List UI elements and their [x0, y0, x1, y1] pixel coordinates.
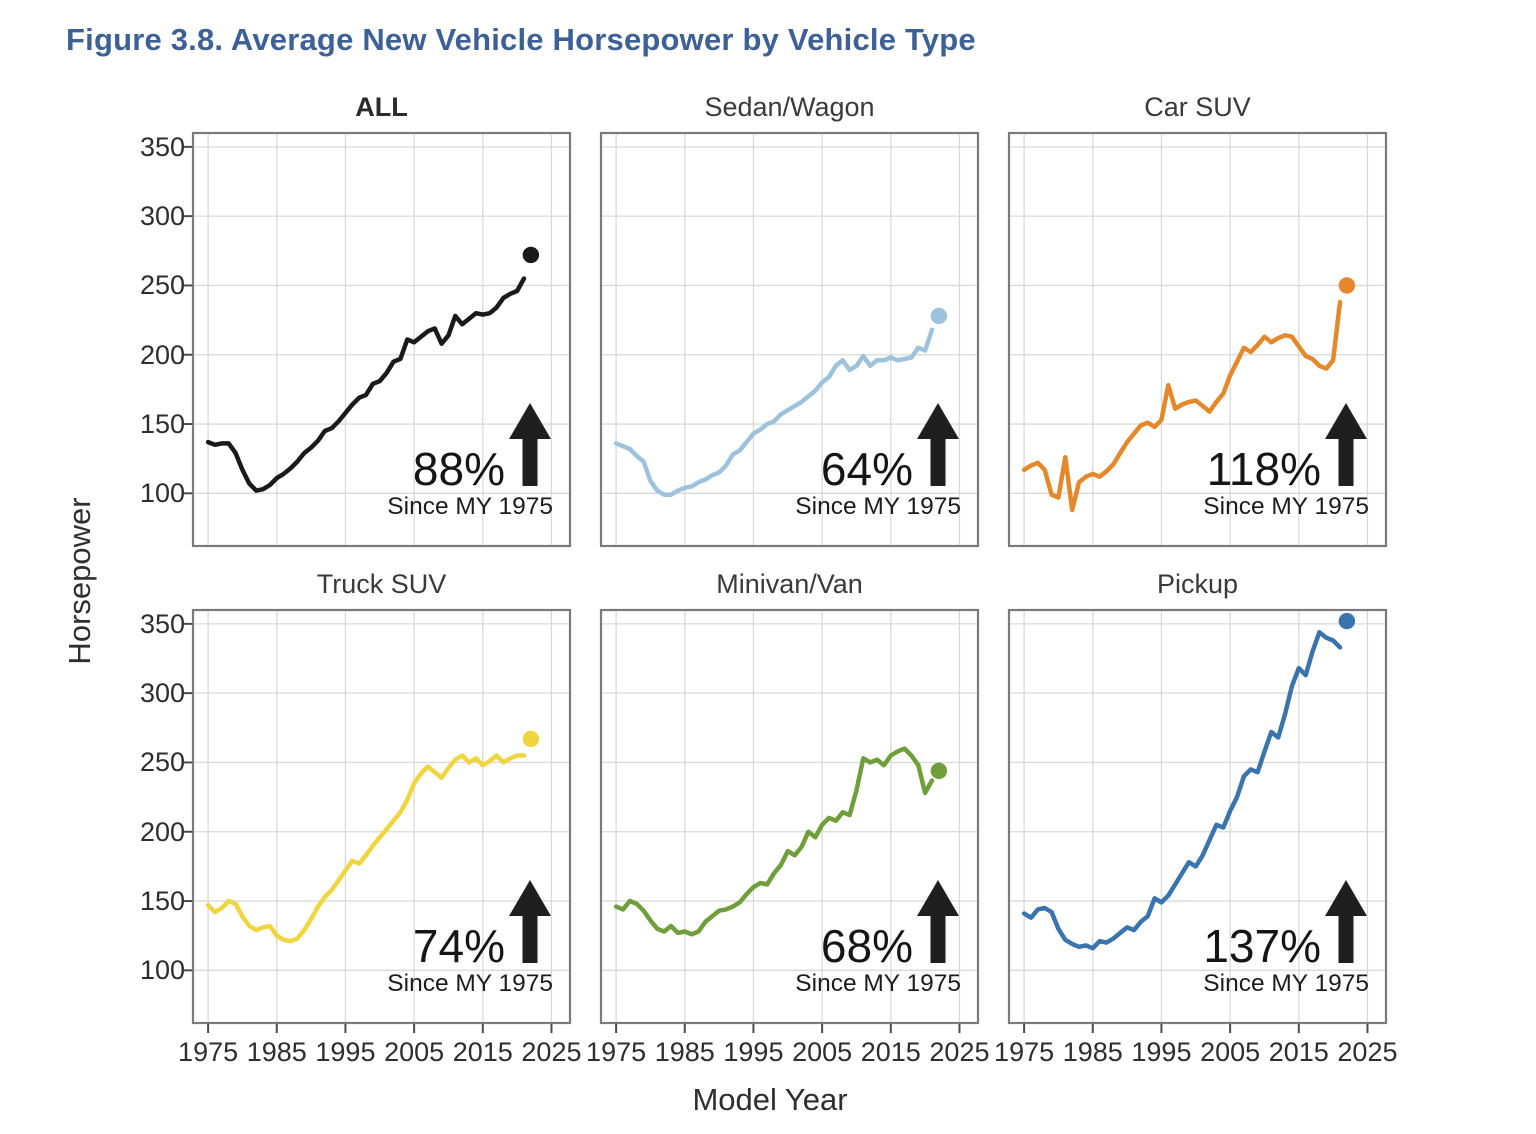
y-tick-label: 250 [139, 270, 185, 301]
up-arrow-icon [1325, 403, 1367, 486]
x-tick-label: 2015 [860, 1037, 921, 1067]
x-tick-label: 1975 [586, 1037, 647, 1067]
panel-car-suv: Car SUV 118% Since MY 1975 [1007, 92, 1388, 548]
series-line [613, 746, 935, 937]
panel-title-minivan-van: Minivan/Van [716, 569, 863, 599]
series-line [205, 753, 527, 944]
final-point-dot [930, 307, 948, 325]
annotation-percent: 118% [1207, 443, 1321, 495]
x-tick-label: 2015 [1268, 1037, 1329, 1067]
y-tick-label: 250 [139, 747, 185, 778]
annotation-percent: 88% [413, 443, 505, 495]
x-tick-label: 2015 [452, 1037, 513, 1067]
x-tick-label: 1995 [723, 1037, 784, 1067]
x-tick-label: 2005 [792, 1037, 853, 1067]
y-tick-label: 200 [139, 339, 185, 370]
annotation-percent: 74% [413, 920, 505, 972]
final-point-dot [522, 246, 540, 264]
final-point-dot [1338, 612, 1356, 630]
plot-area: 118%Since MY 1975 [1007, 131, 1388, 548]
plot-all: 88%Since MY 1975 [184, 131, 572, 548]
series-line [1021, 299, 1343, 513]
panel-sedan-wagon: Sedan/Wagon 64% Since MY 1975 [599, 92, 980, 548]
x-tick-label: 2005 [1200, 1037, 1261, 1067]
x-tick-label: 1975 [178, 1037, 239, 1067]
annotation-note: Since MY 1975 [387, 493, 553, 520]
up-arrow-icon [509, 880, 551, 963]
y-tick-label: 300 [139, 201, 185, 232]
plot-minivan-van: 68%Since MY 1975 [599, 608, 980, 1033]
up-arrow-icon [917, 880, 959, 963]
panel-title-sedan-wagon: Sedan/Wagon [704, 92, 875, 122]
series-line [205, 276, 527, 493]
x-tick-label: 1975 [994, 1037, 1055, 1067]
plot-frame [599, 608, 980, 1025]
x-tick-label: 1995 [315, 1037, 376, 1067]
plot-sedan-wagon: 64%Since MY 1975 [599, 131, 980, 548]
plot-area: 137%Since MY 1975 [1007, 608, 1388, 1033]
panel-pickup: Pickup 137% Since MY 1975 [1007, 569, 1388, 1033]
plot-area: 74%Since MY 1975 [184, 608, 572, 1033]
annotation-note: Since MY 1975 [795, 493, 961, 520]
x-tick-label: 2005 [384, 1037, 445, 1067]
x-tick-label: 2025 [929, 1037, 990, 1067]
x-tick-label: 2025 [1337, 1037, 1398, 1067]
panel-all: ALL 88% Since MY 1975 [184, 92, 572, 548]
plot-pickup: 137%Since MY 1975 [1007, 608, 1388, 1033]
plot-area: 88%Since MY 1975 [184, 131, 572, 548]
annotation-percent: 137% [1203, 920, 1321, 972]
x-tick-label: 2025 [521, 1037, 582, 1067]
x-tick-label: 1985 [1062, 1037, 1123, 1067]
y-tick-label: 350 [139, 608, 185, 639]
panel-truck-suv: Truck SUV 74% Since MY 1975 [184, 569, 572, 1033]
panel-title-all: ALL [355, 92, 408, 122]
panel-minivan-van: Minivan/Van 68% Since MY 1975 [599, 569, 980, 1033]
x-tick-label: 1985 [246, 1037, 307, 1067]
up-arrow-icon [1325, 880, 1367, 963]
plot-frame [599, 131, 980, 548]
panel-title-car-suv: Car SUV [1144, 92, 1251, 122]
plot-frame [1007, 608, 1388, 1025]
y-tick-label: 200 [139, 816, 185, 847]
plot-truck-suv: 74%Since MY 1975 [184, 608, 572, 1033]
x-tick-label: 1985 [654, 1037, 715, 1067]
y-axis-label: Horsepower [62, 497, 97, 665]
annotation-percent: 68% [821, 920, 913, 972]
y-tick-label: 100 [139, 955, 185, 986]
figure-title: Figure 3.8. Average New Vehicle Horsepow… [66, 22, 976, 57]
annotation-note: Since MY 1975 [795, 970, 961, 997]
panel-title-pickup: Pickup [1156, 569, 1239, 599]
y-tick-label: 350 [139, 131, 185, 162]
plot-frame [1007, 131, 1388, 548]
y-tick-label: 150 [139, 886, 185, 917]
final-point-dot [522, 730, 540, 748]
x-tick-label: 1995 [1131, 1037, 1192, 1067]
series-line [613, 327, 935, 497]
up-arrow-icon [917, 403, 959, 486]
plot-area: 64%Since MY 1975 [599, 131, 980, 548]
up-arrow-icon [509, 403, 551, 486]
annotation-note: Since MY 1975 [1203, 493, 1369, 520]
plot-frame [191, 131, 572, 548]
annotation-percent: 64% [821, 443, 913, 495]
plot-car-suv: 118%Since MY 1975 [1007, 131, 1388, 548]
annotation-note: Since MY 1975 [387, 970, 553, 997]
x-axis-label: Model Year [692, 1082, 848, 1117]
panel-title-truck-suv: Truck SUV [316, 569, 447, 599]
y-tick-label: 100 [139, 478, 185, 509]
series-line [1021, 629, 1343, 951]
final-point-dot [1338, 277, 1356, 294]
plot-frame [191, 608, 572, 1025]
plot-area: 68%Since MY 1975 [599, 608, 980, 1033]
y-tick-label: 300 [139, 678, 185, 709]
final-point-dot [930, 762, 948, 779]
annotation-note: Since MY 1975 [1203, 970, 1369, 997]
y-tick-label: 150 [139, 409, 185, 440]
